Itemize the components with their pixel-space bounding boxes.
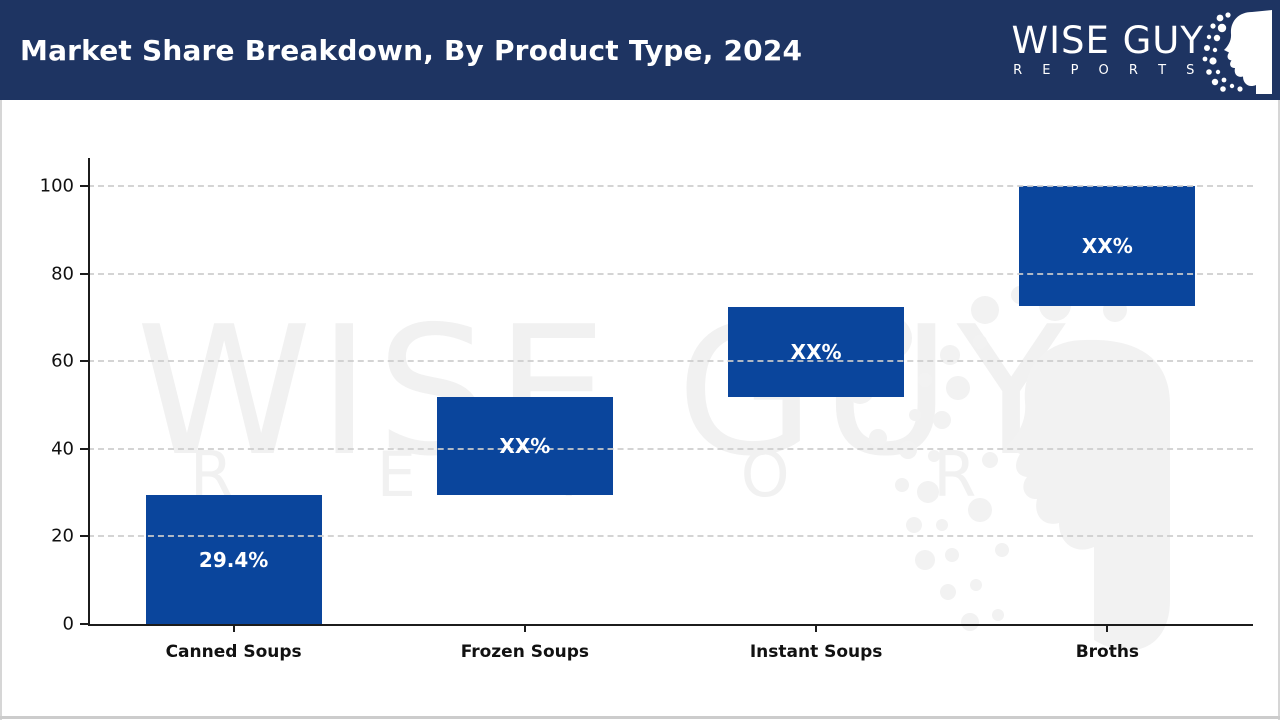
grid-line (88, 185, 1253, 187)
logo-reports-text: R E P O R T S (1013, 62, 1203, 78)
logo-wiseguy-text: WISE GUY (1011, 19, 1204, 62)
x-tick-mark (232, 624, 235, 632)
y-tick-label: 20 (51, 525, 74, 547)
y-tick-label: 0 (62, 613, 74, 635)
bar-value-label: XX% (499, 434, 551, 459)
bar-value-label: XX% (790, 340, 842, 365)
x-tick-mark (523, 624, 526, 632)
y-tick-label: 60 (51, 350, 74, 372)
right-border (1278, 100, 1280, 720)
plot-region: 29.4% XX% XX% XX% 0 20 40 60 80 100 Canned Soups Fr… (0, 100, 1280, 720)
bar-value-label: XX% (1081, 234, 1133, 259)
y-tick-mark (80, 535, 88, 538)
y-tick-mark (80, 447, 88, 450)
y-tick-mark (80, 272, 88, 275)
page-title: Market Share Breakdown, By Product Type,… (20, 33, 803, 67)
y-axis-line (88, 158, 90, 626)
bottom-border (0, 716, 1280, 719)
logo-wordmark: WISE GUY R E P O R T S (1011, 19, 1204, 78)
bar-frozen-soups (436, 397, 613, 496)
x-tick-label-broths: Broths (1075, 642, 1140, 662)
brand-logo: WISE GUY R E P O R T S (1012, 6, 1272, 96)
y-tick-mark (80, 623, 88, 625)
logo-head-icon (1202, 10, 1272, 94)
grid-line (88, 360, 1253, 363)
y-tick-label: 100 (39, 175, 74, 197)
x-tick-label-frozen-soups: Frozen Soups (460, 642, 590, 662)
x-tick-label-canned-soups: Canned Soups (165, 642, 302, 662)
bar-canned-soups (145, 495, 322, 624)
header: Market Share Breakdown, By Product Type,… (0, 0, 1280, 100)
x-tick-mark (815, 624, 818, 632)
x-tick-mark (1106, 624, 1109, 632)
y-tick-label: 40 (51, 438, 74, 460)
grid-line (88, 447, 1253, 450)
grid-line (88, 272, 1253, 275)
y-tick-label: 80 (51, 263, 74, 285)
grid-line (88, 535, 1253, 538)
bar-value-label: 29.4% (198, 547, 269, 572)
left-border (0, 100, 2, 720)
y-tick-mark (80, 185, 88, 187)
bar-broths (1019, 186, 1196, 307)
x-tick-label-instant-soups: Instant Soups (749, 642, 883, 662)
bar-instant-soups (728, 307, 905, 398)
chart-area: WISE GUY R E P O R T S 29.4%XX%XX%XX%020… (0, 100, 1280, 720)
x-axis-line (88, 624, 1253, 626)
y-tick-mark (80, 360, 88, 363)
